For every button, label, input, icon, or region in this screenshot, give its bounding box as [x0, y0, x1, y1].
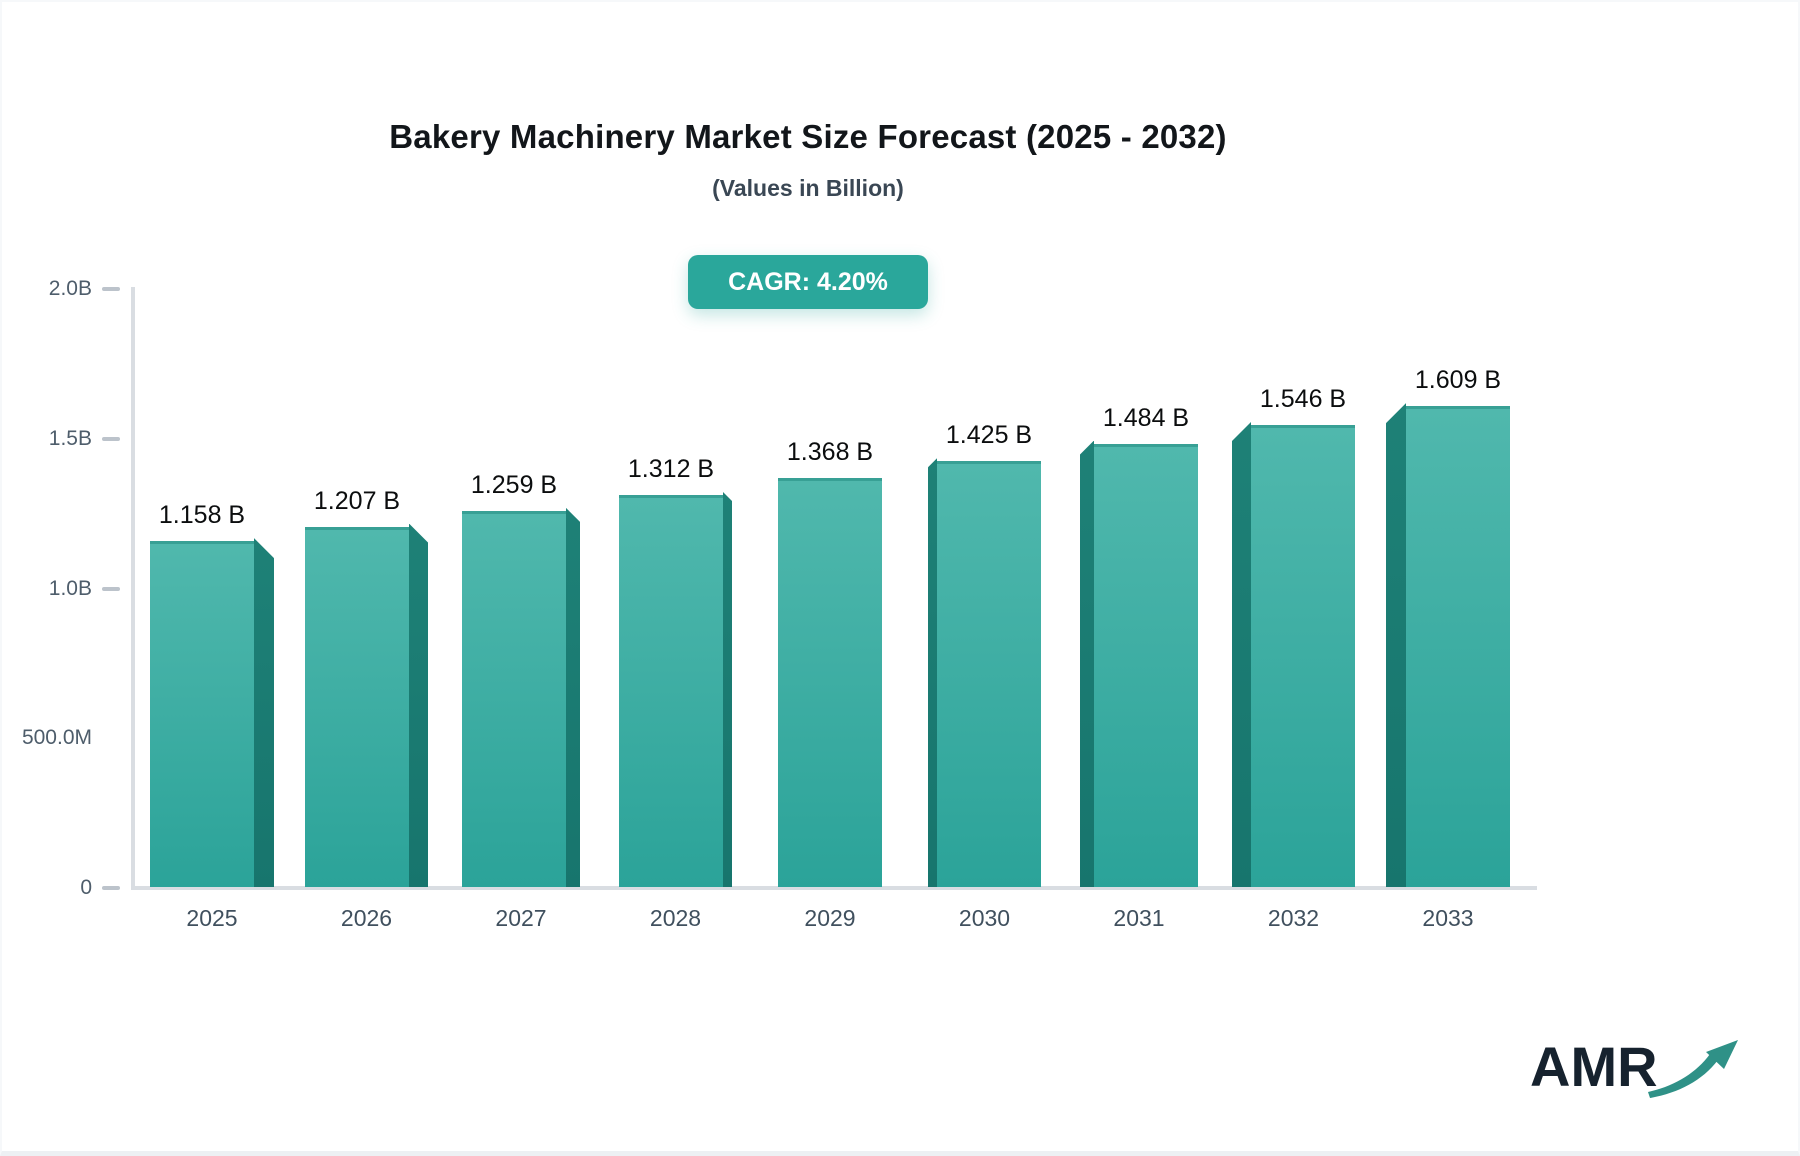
bar-value-label-2028: 1.312 B [627, 455, 715, 484]
bar-face-2025 [150, 541, 254, 887]
x-axis-label-2033: 2033 [1422, 905, 1474, 931]
bar-side-face-2031 [1080, 440, 1094, 887]
x-axis-label-2028: 2028 [649, 905, 702, 931]
growth-arrow-icon [1648, 1040, 1738, 1098]
amr-logo: AMR [1530, 1034, 1738, 1114]
y-tick-dash [102, 287, 120, 291]
x-axis-label-2031: 2031 [1113, 905, 1165, 931]
y-tick-label-2.0B: 2.0B [48, 277, 92, 300]
x-axis-label-2032: 2032 [1267, 905, 1320, 931]
chart-title: Bakery Machinery Market Size Forecast (2… [389, 118, 1227, 155]
amr-logo-text: AMR [1530, 1035, 1658, 1098]
bar-face-2027 [462, 510, 566, 887]
bar-value-label-2025: 1.158 B [158, 501, 246, 530]
bar-value-label-2027: 1.259 B [470, 470, 558, 499]
y-tick-dash [102, 586, 120, 591]
bar-side-face-2030 [928, 458, 937, 887]
bar-value-label-2026: 1.207 B [313, 486, 401, 515]
bar-face-2026 [305, 526, 409, 887]
bar-side-face-2026 [409, 523, 428, 887]
bar-side-face-2025 [254, 538, 274, 887]
bar-side-face-2032 [1232, 421, 1251, 887]
y-tick-label-0: 0 [80, 876, 92, 899]
x-axis-label-2025: 2025 [186, 905, 238, 931]
bar-value-label-2031: 1.484 B [1102, 403, 1190, 432]
bar-face-2028 [619, 495, 723, 887]
y-axis-line [131, 287, 135, 888]
x-axis-line [131, 886, 1537, 890]
cagr-badge-label: CAGR: 4.20% [728, 267, 888, 296]
bar-face-2029 [778, 478, 882, 887]
bar-face-2032 [1251, 424, 1355, 887]
bar-value-label-2032: 1.546 B [1259, 384, 1347, 413]
bar-face-2030 [937, 461, 1041, 887]
y-tick-dash [102, 886, 120, 890]
bar-side-face-2027 [566, 507, 580, 887]
x-axis-label-2027: 2027 [495, 905, 547, 931]
bar-face-2033 [1406, 406, 1510, 887]
y-tick-dash [102, 436, 120, 441]
y-tick-label-500.0M: 500.0M [21, 726, 92, 750]
bar-value-label-2030: 1.425 B [945, 421, 1033, 450]
y-tick-label-1.5B: 1.5B [48, 426, 92, 450]
x-axis-label-2029: 2029 [804, 905, 856, 931]
bar-value-label-2033: 1.609 B [1414, 366, 1502, 395]
cagr-badge: CAGR: 4.20% [688, 255, 928, 309]
bar-side-face-2028 [723, 492, 732, 887]
bar-face-2031 [1094, 443, 1198, 887]
bar-side-face-2033 [1386, 403, 1406, 887]
chart-subtitle: (Values in Billion) [712, 175, 904, 201]
x-axis-label-2026: 2026 [340, 905, 393, 931]
x-axis-label-2030: 2030 [958, 905, 1011, 931]
bar-value-label-2029: 1.368 B [786, 438, 874, 467]
y-tick-label-1.0B: 1.0B [48, 576, 92, 600]
